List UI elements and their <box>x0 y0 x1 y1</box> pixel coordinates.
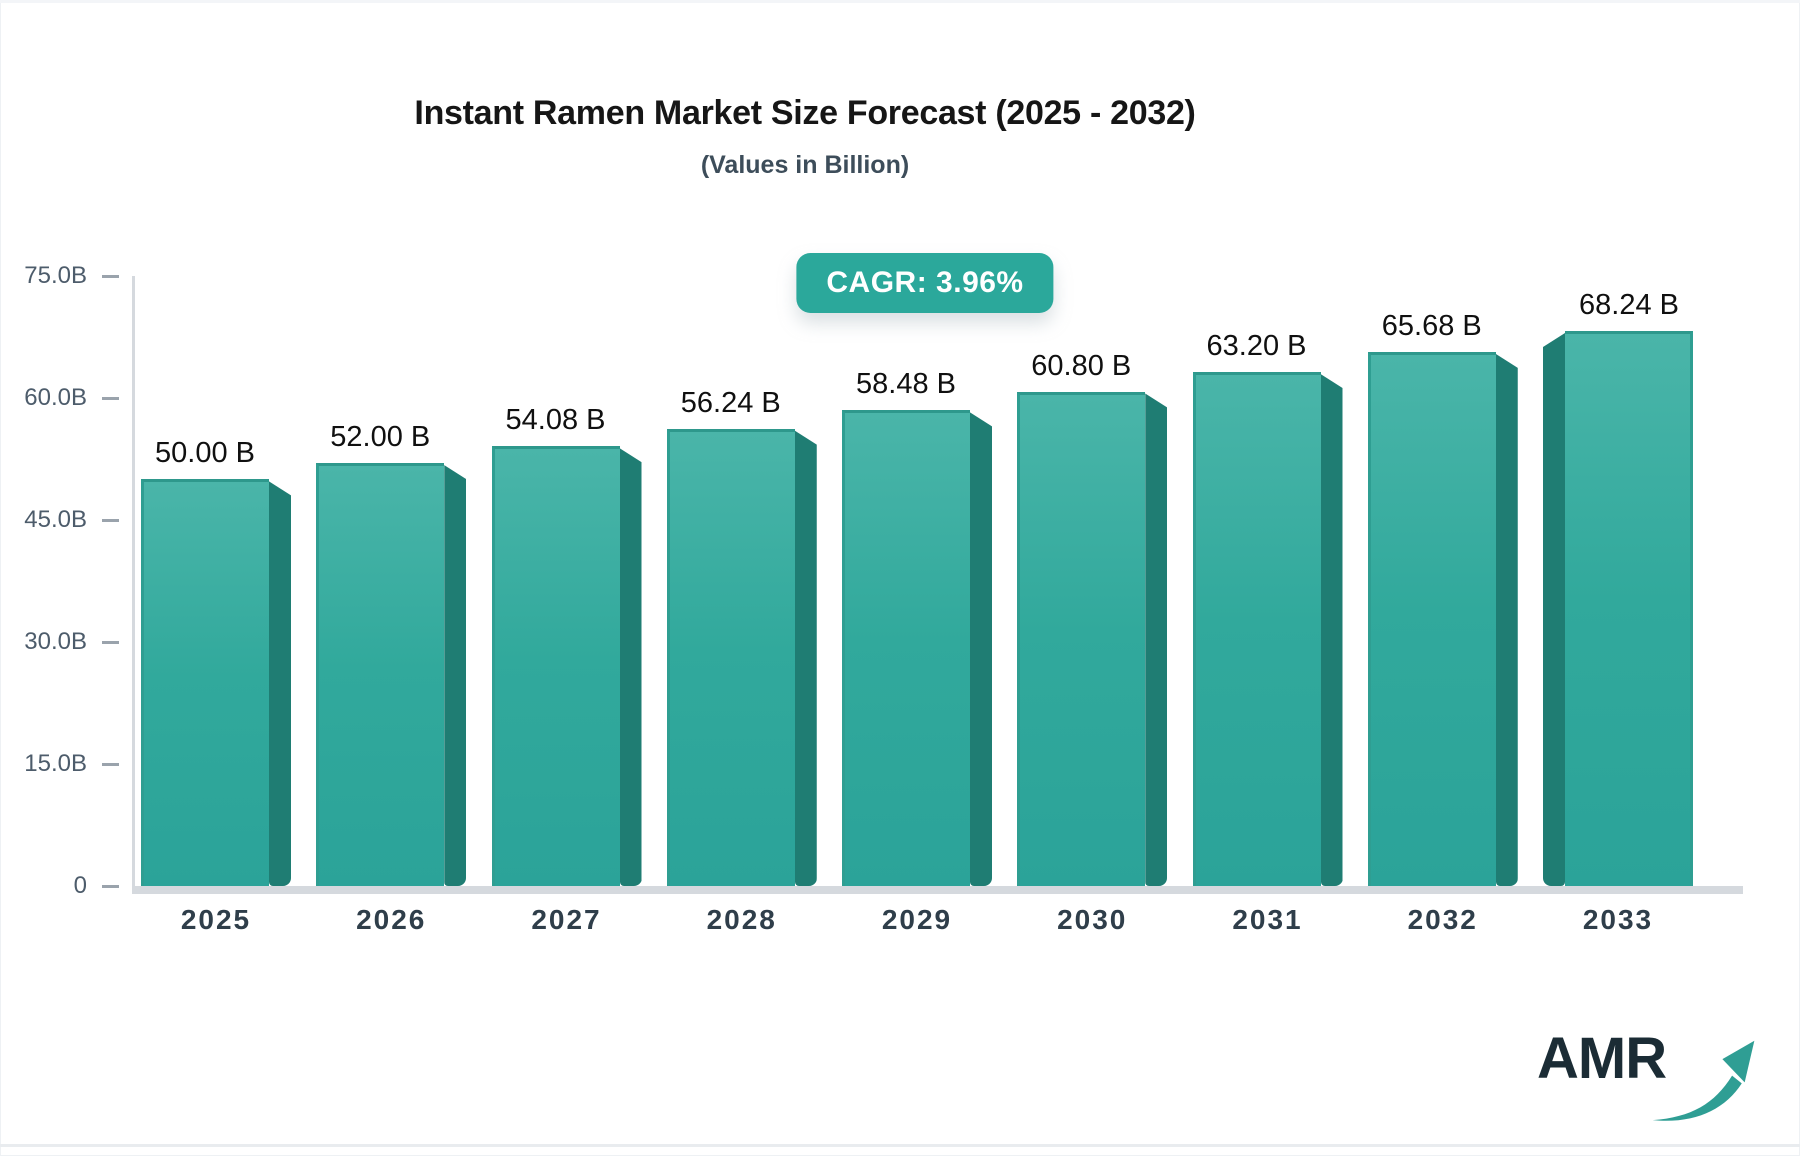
y-tick-dash <box>102 640 119 644</box>
cagr-badge: CAGR: 3.96% <box>796 253 1054 313</box>
amr-logo: AMR <box>1537 1030 1758 1129</box>
bar-value-label: 63.20 B <box>1206 329 1307 362</box>
chart-subtitle: (Values in Billion) <box>700 151 910 179</box>
amr-logo-text: AMR <box>1537 1026 1667 1091</box>
y-tick-dash <box>102 518 119 522</box>
bar-side-shadow <box>794 430 817 886</box>
x-tick-label-2032: 2032 <box>1407 904 1478 935</box>
bar-2029: 58.48 B 2029 <box>842 368 992 935</box>
bar-face <box>1017 391 1146 886</box>
bar-face <box>1565 330 1693 886</box>
bar-side-shadow <box>269 481 291 886</box>
y-tick-dash <box>102 762 119 766</box>
bar-value-label: 50.00 B <box>155 437 255 470</box>
plot-area: 50.00 B 2025 52.00 B 2026 54.08 B 2027 56.24 B… <box>24 262 1743 935</box>
bar-face <box>316 463 445 886</box>
bar-value-label: 60.80 B <box>1031 349 1132 382</box>
x-tick-label-2029: 2029 <box>881 904 953 935</box>
y-tick-label: 30.0B <box>24 628 87 655</box>
x-tick-label-2028: 2028 <box>706 904 777 935</box>
y-tick-dash <box>102 396 119 400</box>
y-tick-0: 0 <box>74 872 119 900</box>
bar-2025: 50.00 B 2025 <box>141 437 291 935</box>
chart-title: Instant Ramen Market Size Forecast (2025… <box>414 94 1196 132</box>
y-tick-dash <box>102 274 119 278</box>
bar-value-label: 65.68 B <box>1381 309 1482 342</box>
bar-side-shadow <box>444 465 467 886</box>
bar-face <box>1192 371 1321 886</box>
y-tick-label: 75.0B <box>24 262 87 289</box>
y-tick-15.0B: 15.0B <box>24 750 119 778</box>
x-tick-label-2030: 2030 <box>1057 904 1128 935</box>
bar-face <box>842 410 970 886</box>
y-tick-label: 0 <box>73 872 87 899</box>
bar-value-label: 52.00 B <box>330 421 431 454</box>
bar-side-shadow <box>1320 373 1343 886</box>
x-tick-label-2025: 2025 <box>180 904 252 935</box>
page-top-border <box>0 0 1800 3</box>
chart-header: Instant Ramen Market Size Forecast (2025… <box>0 94 1705 180</box>
bar-side-shadow <box>1495 353 1518 886</box>
growth-arrow-icon <box>1650 1032 1758 1129</box>
bar-2033: 68.24 B 2033 <box>1543 289 1693 935</box>
y-tick-75.0B: 75.0B <box>24 262 119 290</box>
bar-side-shadow <box>1543 332 1565 886</box>
bar-side-shadow <box>1145 393 1168 886</box>
bar-2028: 56.24 B 2028 <box>666 387 817 935</box>
bar-value-label: 58.48 B <box>856 368 956 401</box>
x-tick-label-2031: 2031 <box>1232 904 1303 935</box>
y-tick-45.0B: 45.0B <box>24 506 119 534</box>
bar-value-label: 56.24 B <box>680 386 781 419</box>
bar-2032: 65.68 B 2032 <box>1367 310 1518 935</box>
x-tick-label-2026: 2026 <box>356 904 427 935</box>
x-axis-baseline <box>132 886 1743 894</box>
bar-2027: 54.08 B 2027 <box>491 404 642 935</box>
bar-side-shadow <box>970 412 992 886</box>
bar-side-shadow <box>619 448 642 886</box>
bar-value-label: 54.08 B <box>505 404 606 437</box>
y-tick-label: 15.0B <box>24 750 87 777</box>
bar-face <box>491 446 620 886</box>
bar-2026: 52.00 B 2026 <box>316 421 467 935</box>
bar-face <box>1367 351 1496 886</box>
x-tick-label-2027: 2027 <box>531 904 602 935</box>
y-tick-30.0B: 30.0B <box>24 628 119 656</box>
bar-face <box>666 428 795 886</box>
bar-face <box>141 479 269 886</box>
bar-value-label: 68.24 B <box>1579 288 1679 321</box>
bar-2030: 60.80 B 2030 <box>1017 350 1168 935</box>
page-bottom-border <box>0 1144 1800 1147</box>
y-tick-label: 45.0B <box>24 506 87 533</box>
bar-2031: 63.20 B 2031 <box>1192 330 1343 935</box>
y-tick-label: 60.0B <box>24 384 87 411</box>
x-tick-label-2033: 2033 <box>1582 904 1654 935</box>
y-tick-dash <box>102 884 119 888</box>
y-tick-60.0B: 60.0B <box>24 384 119 412</box>
bars-container: 50.00 B 2025 52.00 B 2026 54.08 B 2027 56.24 B… <box>141 276 1693 935</box>
